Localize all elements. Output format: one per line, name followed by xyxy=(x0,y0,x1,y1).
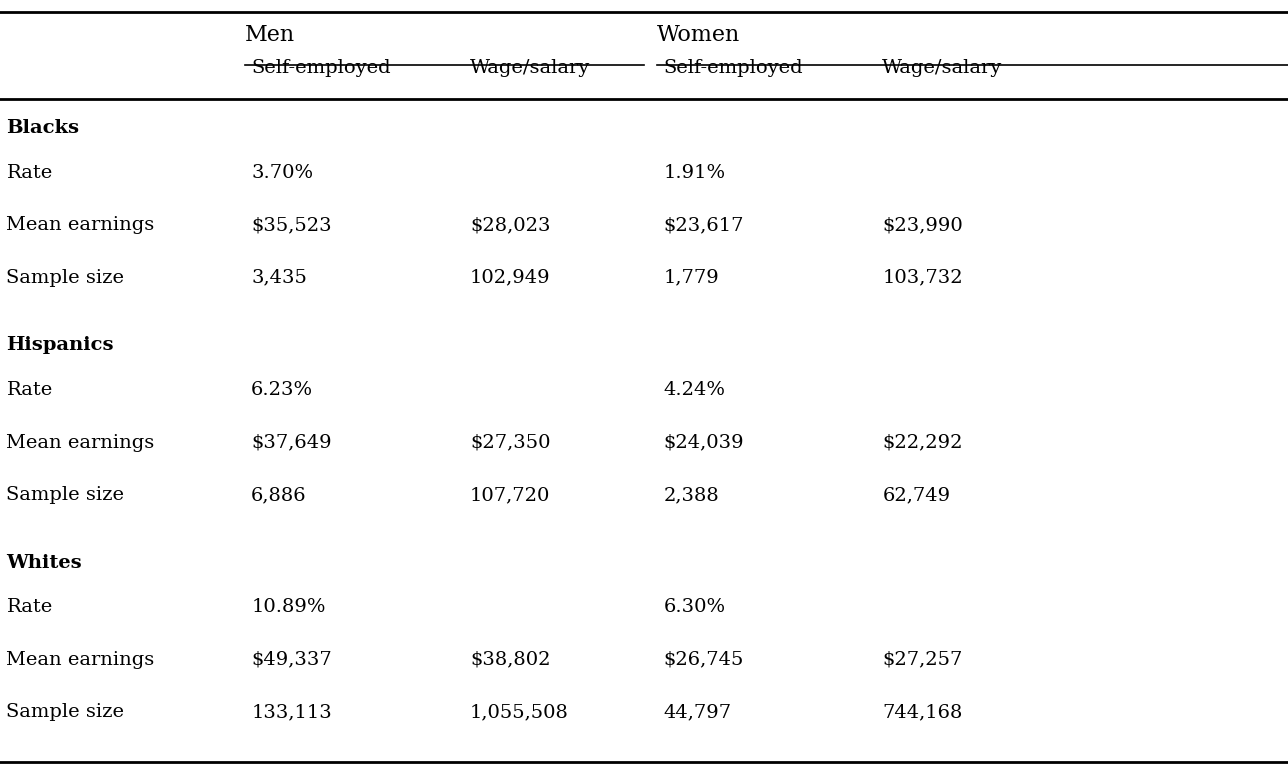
Text: $35,523: $35,523 xyxy=(251,216,332,234)
Text: 1.91%: 1.91% xyxy=(663,164,725,182)
Text: Rate: Rate xyxy=(6,598,53,616)
Text: 133,113: 133,113 xyxy=(251,703,332,721)
Text: 1,779: 1,779 xyxy=(663,269,719,286)
Text: $38,802: $38,802 xyxy=(470,651,551,668)
Text: 44,797: 44,797 xyxy=(663,703,732,721)
Text: Wage/salary: Wage/salary xyxy=(882,59,1002,77)
Text: $27,257: $27,257 xyxy=(882,651,962,668)
Text: 10.89%: 10.89% xyxy=(251,598,326,616)
Text: $26,745: $26,745 xyxy=(663,651,743,668)
Text: 744,168: 744,168 xyxy=(882,703,962,721)
Text: Whites: Whites xyxy=(6,554,82,571)
Text: Self-employed: Self-employed xyxy=(663,59,802,77)
Text: 4.24%: 4.24% xyxy=(663,381,725,399)
Text: Sample size: Sample size xyxy=(6,703,125,721)
Text: Men: Men xyxy=(245,24,295,46)
Text: $23,990: $23,990 xyxy=(882,216,963,234)
Text: 62,749: 62,749 xyxy=(882,486,951,504)
Text: Rate: Rate xyxy=(6,164,53,182)
Text: Blacks: Blacks xyxy=(6,119,80,137)
Text: $49,337: $49,337 xyxy=(251,651,332,668)
Text: Mean earnings: Mean earnings xyxy=(6,434,155,451)
Text: 6.23%: 6.23% xyxy=(251,381,313,399)
Text: $23,617: $23,617 xyxy=(663,216,744,234)
Text: Wage/salary: Wage/salary xyxy=(470,59,590,77)
Text: 103,732: 103,732 xyxy=(882,269,963,286)
Text: $37,649: $37,649 xyxy=(251,434,332,451)
Text: $28,023: $28,023 xyxy=(470,216,551,234)
Text: Mean earnings: Mean earnings xyxy=(6,651,155,668)
Text: Women: Women xyxy=(657,24,741,46)
Text: 2,388: 2,388 xyxy=(663,486,719,504)
Text: Sample size: Sample size xyxy=(6,269,125,286)
Text: 107,720: 107,720 xyxy=(470,486,550,504)
Text: $24,039: $24,039 xyxy=(663,434,744,451)
Text: Self-employed: Self-employed xyxy=(251,59,390,77)
Text: 3.70%: 3.70% xyxy=(251,164,313,182)
Text: Rate: Rate xyxy=(6,381,53,399)
Text: $22,292: $22,292 xyxy=(882,434,963,451)
Text: 6,886: 6,886 xyxy=(251,486,307,504)
Text: 102,949: 102,949 xyxy=(470,269,551,286)
Text: Mean earnings: Mean earnings xyxy=(6,216,155,234)
Text: Hispanics: Hispanics xyxy=(6,336,113,354)
Text: $27,350: $27,350 xyxy=(470,434,551,451)
Text: Sample size: Sample size xyxy=(6,486,125,504)
Text: 1,055,508: 1,055,508 xyxy=(470,703,569,721)
Text: 6.30%: 6.30% xyxy=(663,598,725,616)
Text: 3,435: 3,435 xyxy=(251,269,307,286)
